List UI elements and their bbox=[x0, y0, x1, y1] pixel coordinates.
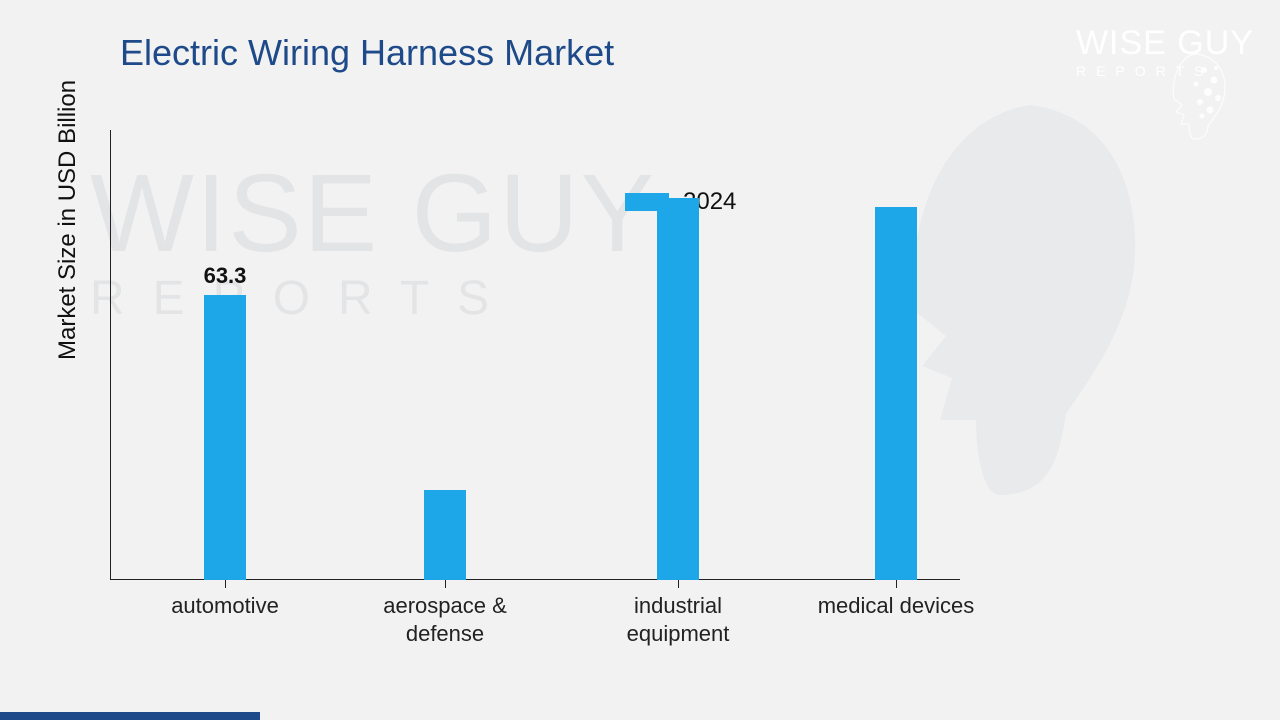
bar bbox=[424, 490, 466, 580]
category-label: industrial equipment bbox=[588, 592, 768, 647]
chart-title: Electric Wiring Harness Market bbox=[120, 32, 614, 74]
brand-head-icon bbox=[1156, 50, 1236, 140]
bar bbox=[657, 198, 699, 581]
plot-area: 63.3automotiveaerospace & defenseindustr… bbox=[110, 130, 960, 580]
category-label: medical devices bbox=[806, 592, 986, 620]
x-tick bbox=[445, 580, 446, 588]
brand-logo: WISE GUY REPORTS bbox=[1076, 26, 1254, 78]
category-label: automotive bbox=[135, 592, 315, 620]
x-tick bbox=[896, 580, 897, 588]
bar-value-label: 63.3 bbox=[165, 263, 285, 289]
footer-accent bbox=[0, 712, 260, 720]
chart-canvas: WISE GUY REPORTS Electric Wiring Harness… bbox=[0, 0, 1280, 720]
x-tick bbox=[678, 580, 679, 588]
y-axis-label: Market Size in USD Billion bbox=[54, 80, 82, 360]
category-label: aerospace & defense bbox=[355, 592, 535, 647]
bar bbox=[875, 207, 917, 581]
x-tick bbox=[225, 580, 226, 588]
y-axis bbox=[110, 130, 111, 580]
bar bbox=[204, 295, 246, 580]
